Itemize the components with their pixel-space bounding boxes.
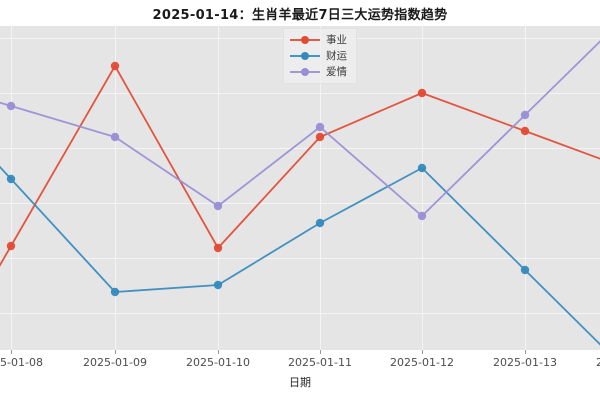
data-point[interactable] [520, 126, 530, 136]
chart-title: 2025-01-14：生肖羊最近7日三大运势指数趋势 [152, 8, 448, 23]
data-point[interactable] [213, 280, 223, 290]
legend-marker-icon [290, 67, 320, 77]
data-point[interactable] [110, 61, 120, 71]
x-tick-mark [11, 350, 12, 354]
x-tick-label: 2025-01-13 [493, 356, 557, 369]
x-tick-mark [218, 350, 219, 354]
x-tick-label: 2025-01-11 [288, 356, 352, 369]
data-point[interactable] [417, 163, 427, 173]
x-axis-title: 日期 [289, 376, 311, 389]
series-line-财运 [0, 165, 600, 346]
data-point[interactable] [110, 287, 120, 297]
legend-label: 事业 [326, 34, 347, 46]
gridline-vertical [218, 26, 219, 350]
data-point[interactable] [6, 101, 16, 111]
data-point[interactable] [213, 243, 223, 253]
gridline-vertical [115, 26, 116, 350]
gridline-vertical [525, 26, 526, 350]
legend-item-事业[interactable]: 事业 [290, 33, 347, 47]
x-tick-label: 2025-01-10 [186, 356, 250, 369]
x-tick-label: 2025-01-09 [83, 356, 147, 369]
legend-dot-icon [301, 52, 309, 60]
legend-item-爱情[interactable]: 爱情 [290, 65, 347, 79]
data-point[interactable] [315, 132, 325, 142]
gridline-horizontal [0, 203, 600, 204]
legend-marker-icon [290, 51, 320, 61]
data-point[interactable] [417, 88, 427, 98]
data-point[interactable] [6, 241, 16, 251]
gridline-vertical [422, 26, 423, 350]
data-point[interactable] [213, 201, 223, 211]
data-point[interactable] [315, 122, 325, 132]
legend-dot-icon [301, 68, 309, 76]
gridline-horizontal [0, 313, 600, 314]
gridline-vertical [11, 26, 12, 350]
gridline-vertical [320, 26, 321, 350]
data-point[interactable] [520, 110, 530, 120]
legend-dot-icon [301, 36, 309, 44]
legend-item-财运[interactable]: 财运 [290, 49, 347, 63]
legend-marker-icon [290, 35, 320, 45]
x-tick-mark [115, 350, 116, 354]
series-line-事业 [0, 65, 600, 267]
chart-legend[interactable]: 事业 财运 爱情 [283, 28, 357, 84]
gridline-horizontal [0, 148, 600, 149]
gridline-horizontal [0, 258, 600, 259]
x-tick-mark [525, 350, 526, 354]
x-tick-label: 2025-01-14 [596, 356, 600, 369]
legend-label: 财运 [326, 50, 347, 62]
data-point[interactable] [6, 174, 16, 184]
x-tick-mark [320, 350, 321, 354]
x-tick-label: 2025-01-12 [390, 356, 454, 369]
series-layer [0, 40, 600, 346]
data-point[interactable] [520, 265, 530, 275]
data-point[interactable] [417, 211, 427, 221]
x-tick-label: 2025-01-08 [0, 356, 43, 369]
data-point[interactable] [110, 132, 120, 142]
legend-label: 爱情 [326, 66, 347, 78]
data-point[interactable] [315, 218, 325, 228]
x-tick-mark [422, 350, 423, 354]
series-line-爱情 [0, 40, 600, 217]
gridline-horizontal [0, 93, 600, 94]
